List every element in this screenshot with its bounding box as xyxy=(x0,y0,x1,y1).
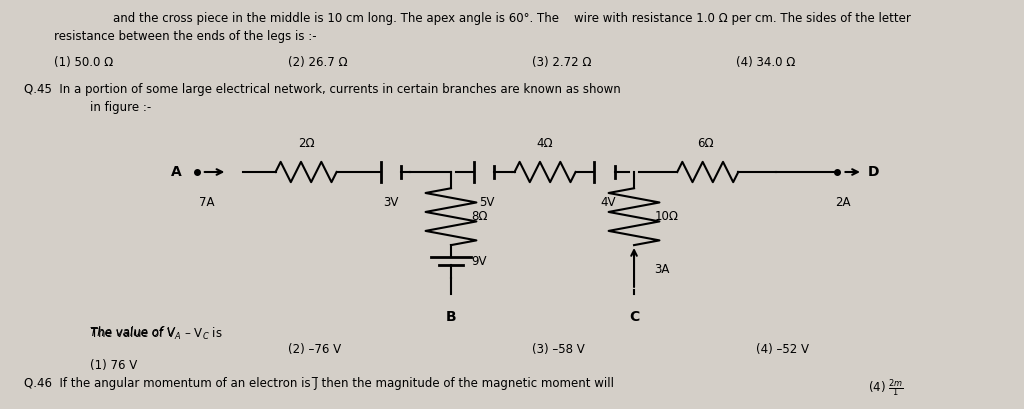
Text: The value of V$_A$ – V$_C$ is: The value of V$_A$ – V$_C$ is xyxy=(90,326,222,342)
Text: 2A: 2A xyxy=(835,196,850,209)
Text: The value of V: The value of V xyxy=(90,326,175,339)
Text: and the cross piece in the middle is 10 cm long. The apex angle is 60°. The    w: and the cross piece in the middle is 10 … xyxy=(113,11,911,25)
Text: A: A xyxy=(171,165,181,179)
Text: (2) –76 V: (2) –76 V xyxy=(289,343,341,355)
Text: 2Ω: 2Ω xyxy=(298,137,314,150)
Text: resistance between the ends of the legs is :-: resistance between the ends of the legs … xyxy=(54,30,317,43)
Text: 8Ω: 8Ω xyxy=(471,210,487,223)
Text: Q.46  If the angular momentum of an electron is J̅ then the magnitude of the mag: Q.46 If the angular momentum of an elect… xyxy=(24,377,613,390)
Text: (4) $\frac{2m}{1}$: (4) $\frac{2m}{1}$ xyxy=(868,378,903,400)
Text: 6Ω: 6Ω xyxy=(697,137,714,150)
Text: (3) –58 V: (3) –58 V xyxy=(532,343,585,355)
Text: Q.45  In a portion of some large electrical network, currents in certain branche: Q.45 In a portion of some large electric… xyxy=(24,83,621,96)
Text: 4Ω: 4Ω xyxy=(537,137,553,150)
Text: (4) 34.0 Ω: (4) 34.0 Ω xyxy=(735,56,795,69)
Text: in figure :-: in figure :- xyxy=(90,101,152,114)
Text: 5V: 5V xyxy=(479,196,495,209)
Text: D: D xyxy=(868,165,880,179)
Text: (1) 50.0 Ω: (1) 50.0 Ω xyxy=(54,56,114,69)
Text: C: C xyxy=(629,310,639,324)
Text: (2) 26.7 Ω: (2) 26.7 Ω xyxy=(289,56,348,69)
Text: 10Ω: 10Ω xyxy=(654,210,678,223)
Text: (3) 2.72 Ω: (3) 2.72 Ω xyxy=(532,56,592,69)
Text: B: B xyxy=(445,310,457,324)
Text: (4) –52 V: (4) –52 V xyxy=(756,343,809,355)
Text: 7A: 7A xyxy=(199,196,215,209)
Text: 9V: 9V xyxy=(471,255,486,268)
Text: 4V: 4V xyxy=(601,196,616,209)
Text: 3A: 3A xyxy=(654,263,670,276)
Text: 3V: 3V xyxy=(383,196,398,209)
Text: (1) 76 V: (1) 76 V xyxy=(90,359,137,372)
